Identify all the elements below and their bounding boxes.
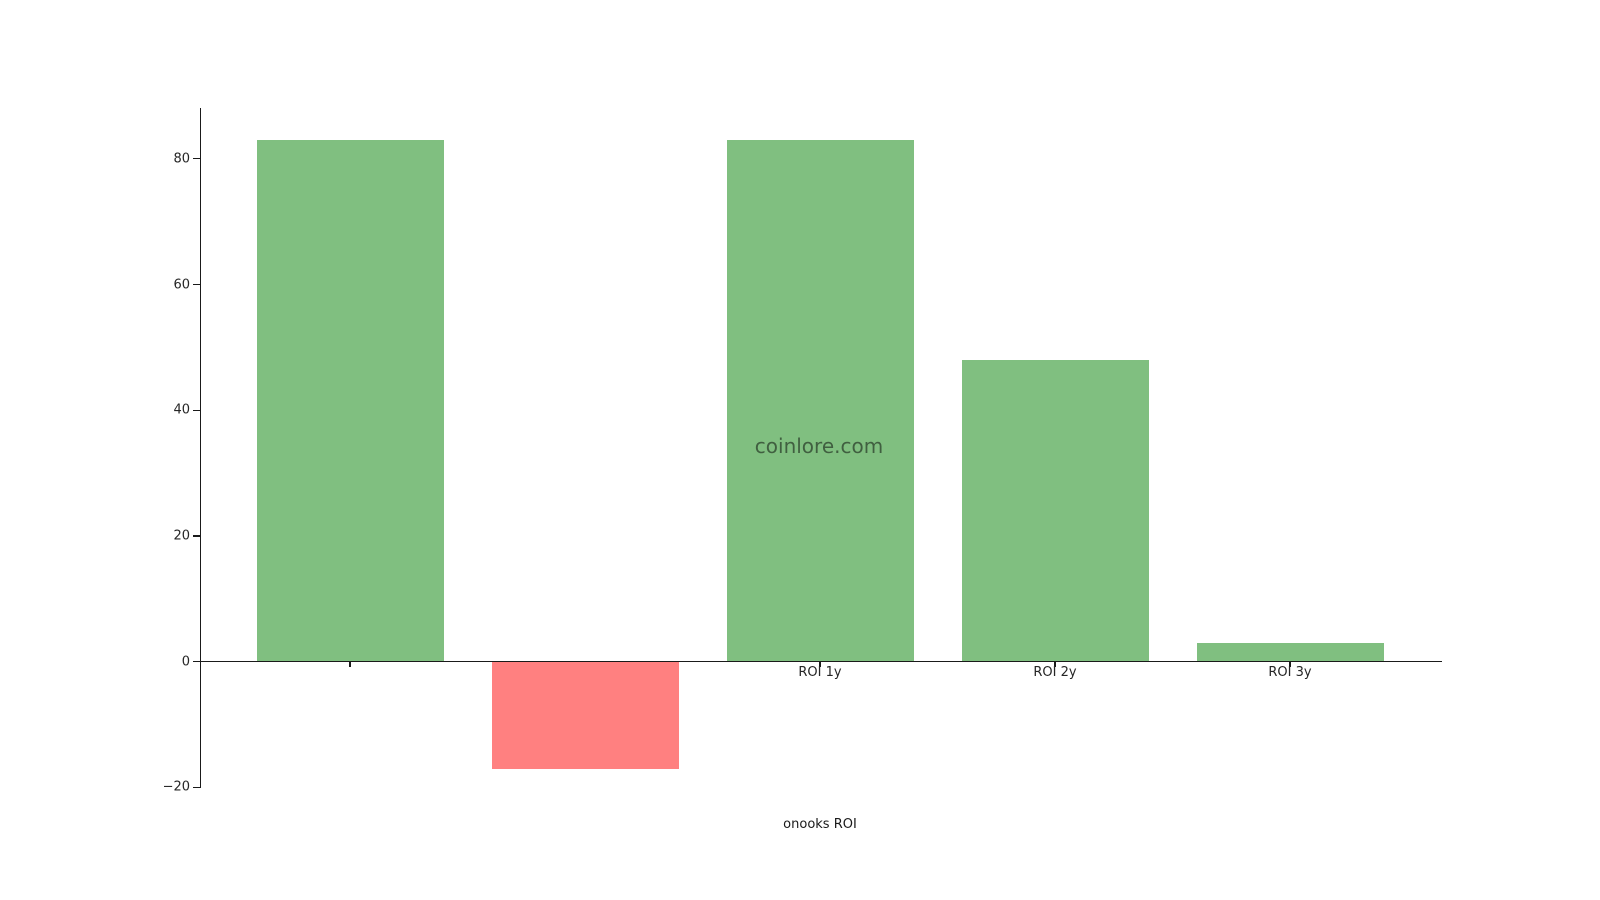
y-tick-label: 80 bbox=[173, 151, 190, 167]
watermark-text: coinlore.com bbox=[754, 434, 884, 458]
x-tick-mark bbox=[349, 661, 351, 667]
x-axis-title: onooks ROI bbox=[783, 817, 857, 832]
y-tick-label: −20 bbox=[162, 779, 190, 795]
y-tick-mark bbox=[193, 158, 201, 160]
x-tick-label: ROI 2y bbox=[1033, 664, 1077, 680]
y-tick-label: 40 bbox=[173, 402, 190, 418]
x-tick-mark bbox=[819, 661, 821, 667]
bar-roi-1y bbox=[726, 140, 914, 662]
y-tick-mark bbox=[193, 409, 201, 411]
y-tick-mark bbox=[193, 284, 201, 286]
x-tick-label: ROI 1y bbox=[798, 664, 842, 680]
x-tick-label: ROI 3y bbox=[1268, 664, 1312, 680]
x-tick-mark bbox=[1054, 661, 1056, 667]
y-tick-label: 20 bbox=[173, 528, 190, 544]
bar-roi-2 bbox=[491, 661, 679, 769]
y-tick-mark bbox=[193, 661, 201, 663]
y-tick-label: 60 bbox=[173, 277, 190, 293]
x-tick-mark bbox=[1289, 661, 1291, 667]
x-axis-line bbox=[199, 661, 1442, 663]
bar-roi-1 bbox=[256, 140, 444, 662]
bar-roi-3y bbox=[1196, 642, 1384, 662]
y-axis-line bbox=[199, 108, 201, 788]
y-tick-mark bbox=[193, 535, 201, 537]
y-tick-label: 0 bbox=[181, 654, 190, 670]
y-tick-mark bbox=[193, 786, 201, 788]
bar-roi-2y bbox=[961, 360, 1149, 662]
